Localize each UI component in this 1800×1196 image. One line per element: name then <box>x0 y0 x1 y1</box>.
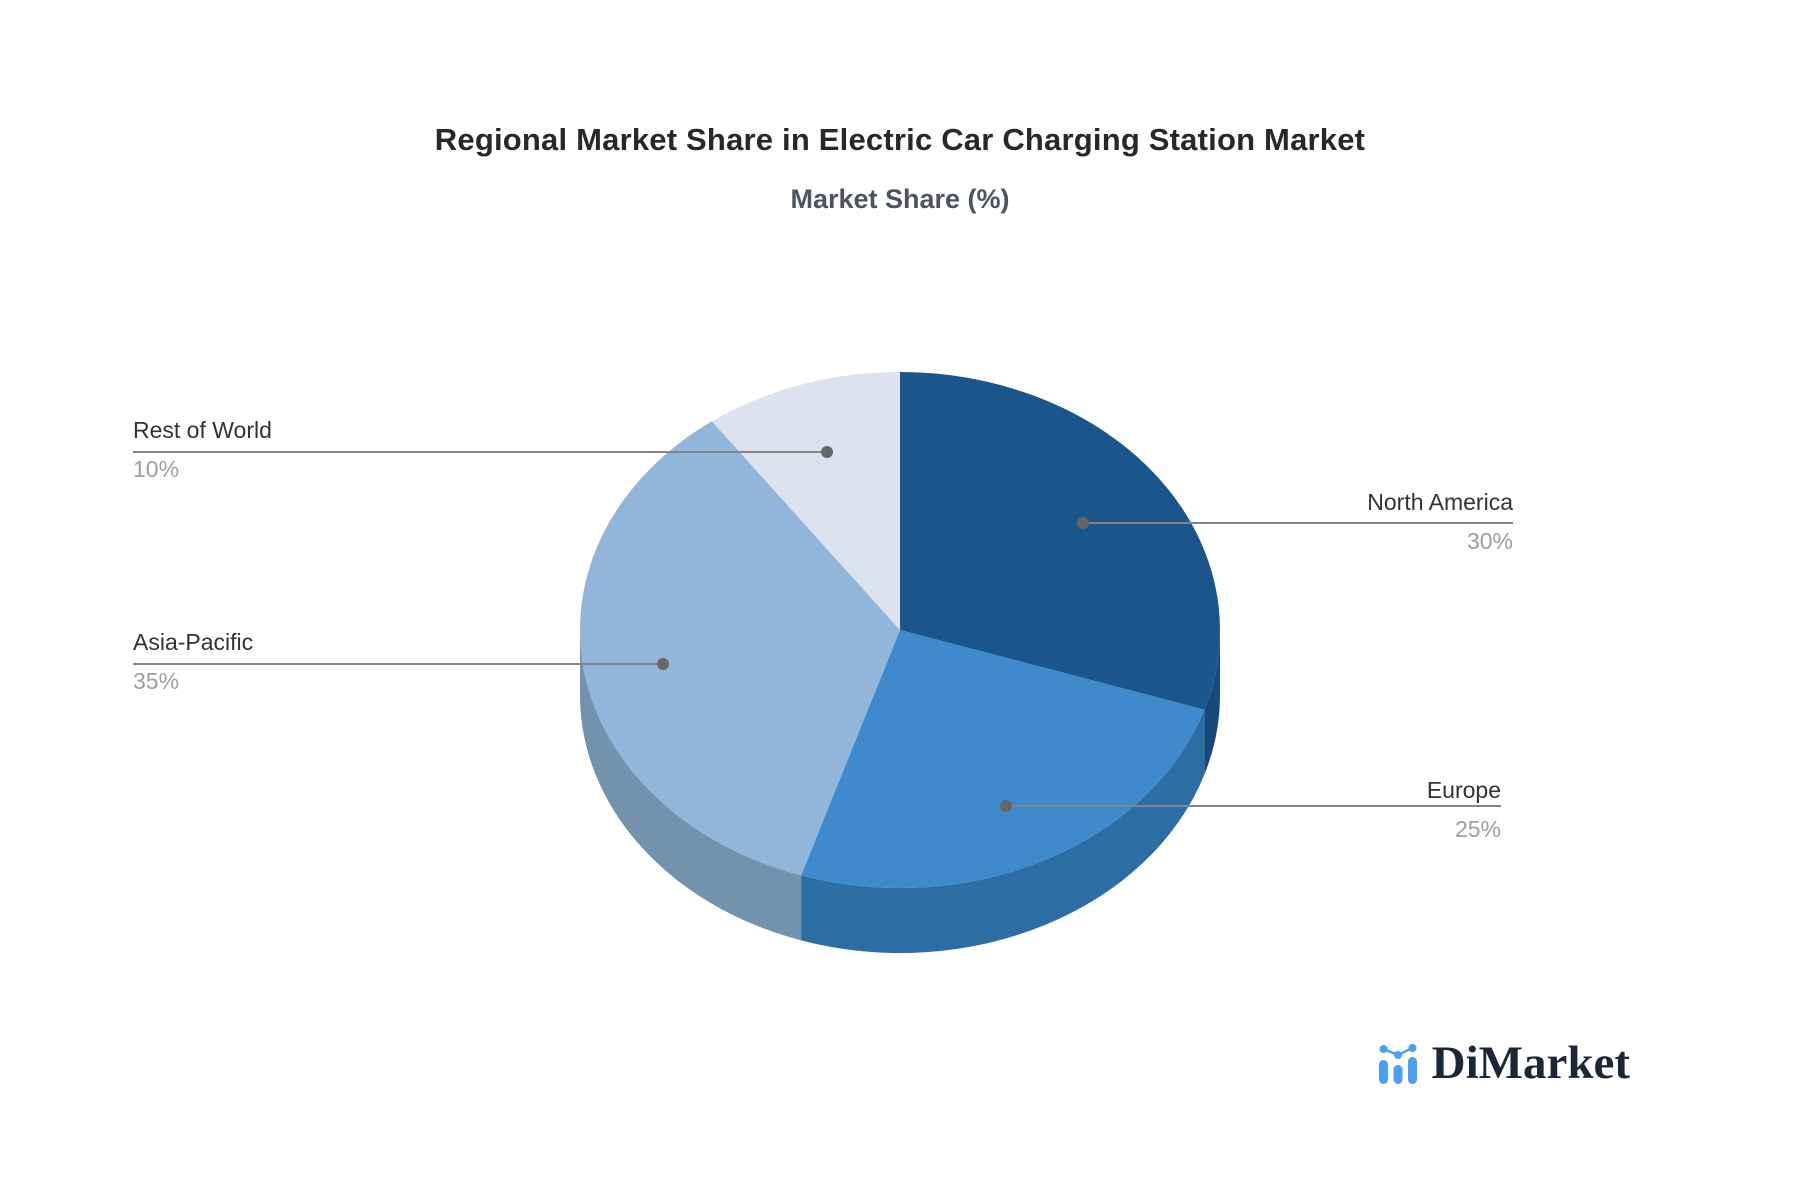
callout-value: 25% <box>1454 816 1501 842</box>
leader-dot <box>1077 517 1089 529</box>
callout-asia-pacific: Asia-Pacific 35% <box>133 629 253 694</box>
callout-label: Asia-Pacific <box>133 629 254 655</box>
bar-chart-logo-icon <box>1378 1044 1417 1084</box>
leader-dot <box>657 658 669 670</box>
callout-europe: Europe 25% <box>1427 777 1501 842</box>
pie-slice-rest-of-world[interactable] <box>711 372 900 630</box>
chart-title: Regional Market Share in Electric Car Ch… <box>434 122 1366 157</box>
chart-subtitle: Market Share (%) <box>790 184 1010 214</box>
leader-dot <box>1000 800 1012 812</box>
brand-name: DiMarket <box>1431 1037 1630 1089</box>
callout-value: 35% <box>133 668 180 694</box>
pie-slice-asia-pacific[interactable] <box>579 421 900 876</box>
pie-slice-europe[interactable] <box>801 630 1205 889</box>
leader-lines <box>133 446 1513 812</box>
callout-label: Europe <box>1426 777 1501 803</box>
pie-sides <box>579 630 1220 954</box>
callout-rest-of-world: Rest of World 10% <box>133 417 272 482</box>
callout-value: 30% <box>1466 528 1513 554</box>
pie-slice-side <box>801 709 1205 954</box>
callout-label: North America <box>1367 489 1513 515</box>
callout-value: 10% <box>133 456 180 482</box>
callout-label: Rest of World <box>133 417 272 443</box>
pie-slice-north-america[interactable] <box>900 372 1220 710</box>
pie-slice-side <box>579 630 802 941</box>
brand-logo[interactable]: DiMarket <box>1376 1040 1630 1087</box>
leader-dot <box>821 446 833 458</box>
pie-slice-side <box>1204 630 1220 775</box>
callout-north-america: North America 30% <box>1367 489 1513 554</box>
pie-tops <box>579 372 1220 889</box>
